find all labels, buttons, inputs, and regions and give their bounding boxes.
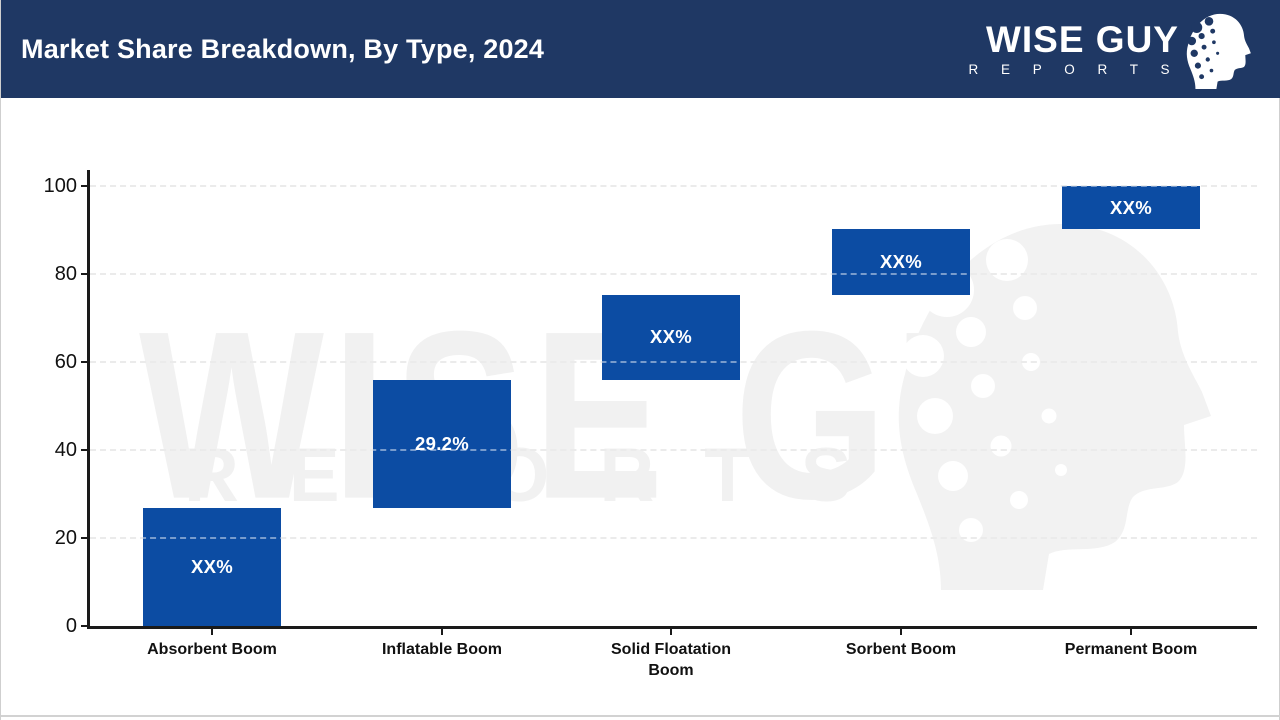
watermark-head-icon bbox=[898, 224, 1211, 590]
y-axis-tick-label: 20 bbox=[54, 527, 77, 549]
y-axis-tick bbox=[81, 537, 89, 539]
y-axis-tick-label: 60 bbox=[54, 351, 77, 373]
market-share-bar: XX% bbox=[1062, 186, 1200, 230]
y-axis-tick-label: 100 bbox=[43, 175, 77, 197]
bar-value-label: XX% bbox=[190, 556, 234, 578]
y-axis-tick bbox=[81, 361, 89, 363]
x-axis-tick bbox=[1130, 627, 1132, 635]
market-share-bar: 29.2% bbox=[373, 379, 511, 509]
y-axis-tick-label: 0 bbox=[65, 615, 77, 637]
y-axis-tick bbox=[81, 625, 89, 627]
y-axis-tick bbox=[81, 273, 89, 275]
header-bar: Market Share Breakdown, By Type, 2024 WI… bbox=[1, 0, 1280, 98]
y-axis-tick bbox=[81, 185, 89, 187]
gridline bbox=[90, 537, 1257, 539]
brand-name: WISE GUY bbox=[985, 19, 1179, 61]
gridline bbox=[90, 449, 1257, 451]
gridline-overlay bbox=[90, 273, 1257, 275]
x-axis-category-label: Sorbent Boom bbox=[845, 641, 957, 658]
y-axis-tick-label: 80 bbox=[54, 263, 77, 285]
bar-value-label: 29.2% bbox=[415, 432, 469, 454]
page-bottom-border bbox=[1, 715, 1280, 717]
x-axis-category-label: Solid Floatation Boom bbox=[611, 641, 731, 679]
x-axis-category-label: Permanent Boom bbox=[1064, 641, 1198, 658]
gridline bbox=[90, 185, 1257, 187]
gridline bbox=[90, 273, 1257, 275]
gridline-overlay bbox=[90, 361, 1257, 363]
y-axis-tick bbox=[81, 449, 89, 451]
gridline-overlay bbox=[90, 185, 1257, 187]
brand-logo: WISE GUY R E P O R T S bbox=[964, 9, 1253, 89]
x-axis-category-label: Inflatable Boom bbox=[381, 641, 502, 658]
market-share-bar: XX% bbox=[143, 508, 281, 626]
watermark-text-reports: REPORTS bbox=[184, 433, 902, 518]
x-axis-tick bbox=[900, 627, 902, 635]
chart-title: Market Share Breakdown, By Type, 2024 bbox=[21, 33, 545, 64]
y-axis-line bbox=[87, 170, 90, 628]
bar-value-label: XX% bbox=[649, 326, 693, 348]
brand-subname: R E P O R T S bbox=[968, 62, 1179, 78]
market-share-bar: XX% bbox=[602, 294, 740, 380]
y-axis-tick-label: 40 bbox=[54, 439, 77, 461]
x-axis-tick bbox=[670, 627, 672, 635]
x-axis-category-label: Absorbent Boom bbox=[147, 641, 277, 658]
market-share-bar: XX% bbox=[832, 229, 970, 295]
gridline-overlay bbox=[90, 449, 1257, 451]
gridline-overlay bbox=[90, 537, 1257, 539]
x-axis-line bbox=[87, 626, 1257, 629]
bar-value-label: XX% bbox=[879, 250, 923, 272]
bar-value-label: XX% bbox=[1109, 196, 1153, 218]
x-axis-tick bbox=[441, 627, 443, 635]
logo-head-icon bbox=[1186, 13, 1251, 89]
brand-logo-text: WISE GUY R E P O R T S bbox=[964, 21, 1179, 77]
x-axis-tick bbox=[211, 627, 213, 635]
